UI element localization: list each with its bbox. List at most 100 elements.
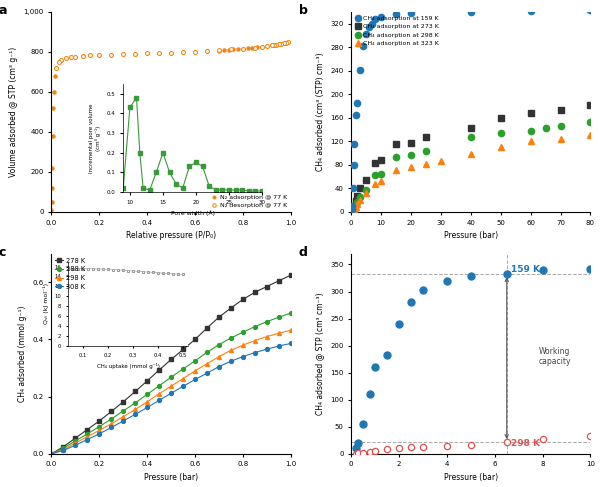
288 K (227, 335, 235, 341)
298 K (227, 347, 235, 353)
308 K (179, 383, 187, 389)
308 K (119, 418, 127, 424)
N₂ desorption @ 77 K (273, 42, 280, 48)
N₂ adsorption @ 77 K (53, 65, 60, 71)
288 K (84, 431, 91, 437)
Line: 308 K: 308 K (50, 341, 293, 456)
CH₄ adsorption at 273 K (356, 186, 364, 191)
CH₄ adsorption at 273 K (467, 126, 475, 131)
278 K (239, 297, 247, 302)
N₂ adsorption @ 77 K (191, 49, 199, 55)
278 K (155, 367, 163, 373)
Text: b: b (299, 4, 307, 17)
N₂ desorption @ 77 K (251, 45, 259, 51)
Y-axis label: CH₄ adsorbed (cm³ (STP) cm⁻³): CH₄ adsorbed (cm³ (STP) cm⁻³) (316, 53, 325, 171)
308 K (72, 442, 79, 448)
CH₄ adsorption at 323 K (527, 138, 534, 144)
288 K (108, 416, 115, 422)
CH₄ adsorption at 159 K (371, 16, 379, 22)
N₂ adsorption @ 77 K (50, 89, 58, 95)
N₂ desorption @ 77 K (79, 53, 86, 59)
CH₄ adsorption at 159 K (359, 43, 367, 49)
N₂ desorption @ 77 K (108, 52, 115, 57)
N₂ desorption @ 77 K (86, 53, 94, 58)
N₂ adsorption @ 77 K (79, 53, 86, 59)
288 K (287, 310, 295, 316)
N₂ adsorption @ 77 K (254, 44, 261, 50)
CH₄ adsorption at 298 K (497, 130, 505, 136)
N₂ desorption @ 77 K (259, 44, 266, 50)
N₂ adsorption @ 77 K (67, 55, 74, 60)
N₂ adsorption @ 77 K (155, 50, 163, 56)
N₂ desorption @ 77 K (280, 40, 287, 46)
298 K (143, 399, 151, 405)
N₂ adsorption @ 77 K (225, 47, 232, 53)
308 K (108, 425, 115, 431)
CH₄ adsorption at 273 K (350, 205, 357, 211)
CH₄ adsorption at 323 K (348, 209, 355, 215)
N₂ desorption @ 77 K (191, 49, 199, 55)
CH₄ adsorption at 159 K (350, 162, 357, 168)
Y-axis label: Volume adsorbed @ STP (cm³ g⁻¹): Volume adsorbed @ STP (cm³ g⁻¹) (9, 47, 18, 177)
N₂ adsorption @ 77 K (280, 40, 287, 46)
278 K (96, 418, 103, 424)
298 K (203, 361, 211, 367)
CH₄ adsorption at 273 K (371, 160, 379, 166)
CH₄ adsorption at 323 K (422, 161, 430, 167)
CH₄ adsorption at 159 K (352, 112, 359, 118)
N₂ adsorption @ 77 K (58, 57, 65, 63)
278 K (287, 272, 295, 278)
CH₄ adsorption at 323 K (352, 204, 359, 209)
CH₄ adsorption at 273 K (349, 206, 356, 212)
308 K (191, 376, 199, 382)
CH₄ adsorption at 298 K (353, 199, 361, 205)
CH₄ adsorption at 323 K (349, 208, 356, 214)
CH₄ adsorption at 273 K (407, 140, 415, 146)
Line: CH₄ adsorption at 273 K: CH₄ adsorption at 273 K (349, 102, 593, 214)
Line: N₂ desorption @ 77 K: N₂ desorption @ 77 K (55, 40, 290, 70)
CH₄ adsorption at 273 K (350, 203, 358, 209)
298 K (251, 337, 259, 343)
X-axis label: Pressure (bar): Pressure (bar) (444, 473, 498, 482)
N₂ adsorption @ 77 K (215, 48, 223, 54)
CH₄ adsorption at 323 K (350, 206, 358, 212)
CH₄ adsorption at 298 K (350, 206, 357, 212)
N₂ desorption @ 77 K (268, 42, 275, 48)
308 K (251, 350, 259, 356)
N₂ adsorption @ 77 K (50, 105, 57, 111)
CH₄ adsorption at 298 K (527, 128, 534, 133)
X-axis label: Pressure (bar): Pressure (bar) (144, 473, 198, 482)
CH₄ adsorption at 273 K (527, 110, 534, 116)
CH₄ adsorption at 298 K (371, 172, 379, 178)
288 K (119, 408, 127, 414)
CH₄ adsorption at 159 K (587, 7, 594, 13)
CH₄ adsorption at 298 K (557, 123, 564, 129)
Text: 298 K: 298 K (511, 439, 540, 448)
308 K (60, 448, 67, 453)
N₂ adsorption @ 77 K (143, 51, 151, 56)
CH₄ adsorption at 323 K (437, 158, 445, 164)
278 K (251, 289, 259, 295)
298 K (167, 383, 175, 389)
288 K (48, 451, 55, 457)
N₂ desorption @ 77 K (155, 50, 163, 56)
CH₄ adsorption at 298 K (352, 203, 359, 208)
278 K (203, 325, 211, 331)
CH₄ adsorption at 273 K (392, 141, 400, 147)
N₂ adsorption @ 77 K (285, 39, 292, 45)
N₂ adsorption @ 77 K (249, 45, 256, 51)
N₂ adsorption @ 77 K (49, 185, 56, 191)
N₂ desorption @ 77 K (62, 56, 70, 61)
298 K (275, 330, 283, 336)
298 K (119, 414, 127, 420)
CH₄ adsorption at 159 K (527, 8, 534, 14)
288 K (263, 319, 271, 325)
N₂ adsorption @ 77 K (48, 199, 55, 205)
278 K (72, 435, 79, 441)
CH₄ adsorption at 323 K (356, 197, 364, 203)
298 K (287, 327, 295, 333)
CH₄ adsorption at 298 K (422, 148, 430, 154)
CH₄ adsorption at 159 K (348, 206, 355, 212)
N₂ adsorption @ 77 K (239, 46, 247, 52)
CH₄ adsorption at 159 K (349, 186, 356, 191)
